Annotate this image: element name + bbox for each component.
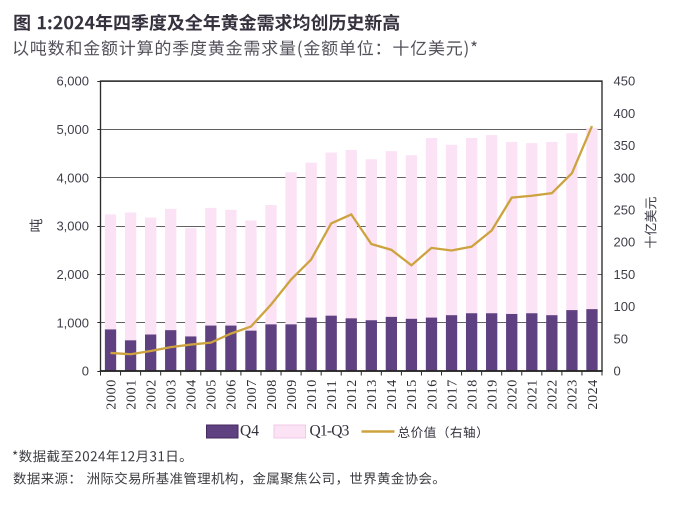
svg-text:2024: 2024 <box>586 379 601 409</box>
svg-text:5,000: 5,000 <box>56 122 89 137</box>
svg-text:2022: 2022 <box>546 379 561 409</box>
svg-text:200: 200 <box>614 235 636 250</box>
svg-text:Q1-Q3: Q1-Q3 <box>310 423 350 440</box>
svg-text:1,000: 1,000 <box>56 315 89 330</box>
svg-text:2011: 2011 <box>325 380 340 410</box>
svg-text:2021: 2021 <box>526 379 541 409</box>
svg-text:3,000: 3,000 <box>56 219 89 234</box>
svg-text:2019: 2019 <box>485 379 500 409</box>
svg-text:2007: 2007 <box>245 379 260 409</box>
svg-text:400: 400 <box>614 106 636 121</box>
svg-text:2000: 2000 <box>104 379 119 409</box>
svg-text:2006: 2006 <box>225 379 240 409</box>
svg-text:2004: 2004 <box>185 379 200 409</box>
svg-text:2023: 2023 <box>566 379 581 409</box>
svg-text:2001: 2001 <box>124 379 139 409</box>
svg-text:2017: 2017 <box>445 379 460 409</box>
svg-text:2002: 2002 <box>144 379 159 409</box>
svg-text:2014: 2014 <box>385 379 400 409</box>
svg-text:0: 0 <box>82 364 89 379</box>
svg-text:4,000: 4,000 <box>56 170 89 185</box>
svg-text:0: 0 <box>614 364 621 379</box>
svg-text:2018: 2018 <box>465 379 480 409</box>
svg-text:100: 100 <box>614 299 636 314</box>
svg-text:2008: 2008 <box>265 379 280 409</box>
svg-text:2003: 2003 <box>165 379 180 409</box>
svg-text:2005: 2005 <box>205 379 220 409</box>
svg-text:6,000: 6,000 <box>56 74 89 89</box>
svg-text:2020: 2020 <box>506 379 521 409</box>
svg-text:2012: 2012 <box>345 379 360 409</box>
svg-text:250: 250 <box>614 202 636 217</box>
svg-text:Q4: Q4 <box>240 423 259 440</box>
svg-text:450: 450 <box>614 74 636 89</box>
svg-text:350: 350 <box>614 138 636 153</box>
svg-text:2,000: 2,000 <box>56 267 89 282</box>
svg-text:50: 50 <box>614 331 628 346</box>
svg-text:2016: 2016 <box>425 379 440 409</box>
svg-text:2013: 2013 <box>365 379 380 409</box>
svg-text:150: 150 <box>614 267 636 282</box>
svg-text:300: 300 <box>614 170 636 185</box>
svg-text:2009: 2009 <box>285 379 300 409</box>
svg-text:2010: 2010 <box>305 379 320 409</box>
svg-text:2015: 2015 <box>405 379 420 409</box>
